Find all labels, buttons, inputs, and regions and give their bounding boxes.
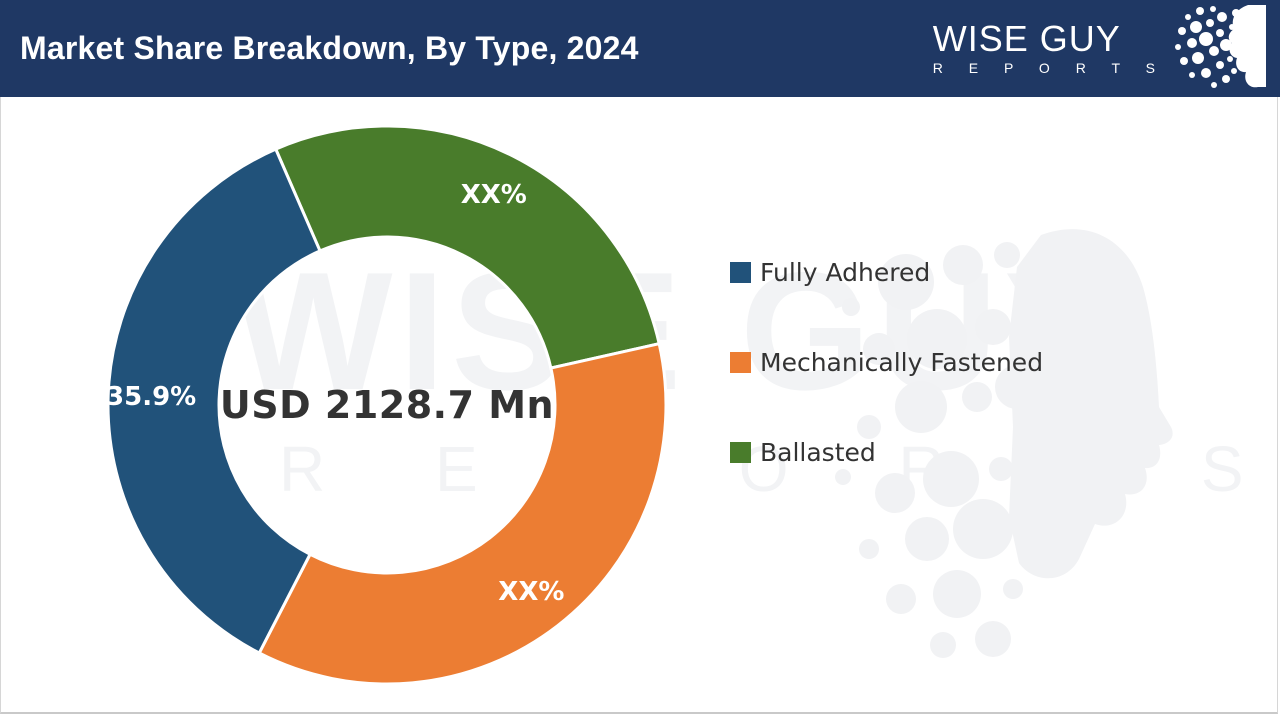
pie-slice-ballasted	[273, 124, 661, 370]
legend-label-ballasted: Ballasted	[760, 437, 876, 467]
legend-item-fully-adhered: Fully Adhered	[730, 257, 1043, 287]
logo-face-icon	[1175, 4, 1266, 88]
header-bar: Market Share Breakdown, By Type, 2024 WI…	[0, 0, 1280, 97]
logo-subtext: R E P O R T S	[932, 60, 1166, 76]
chart-area: WISE GUY R E P O R T S XX% XX% 35.9% USD 2…	[0, 97, 1278, 714]
slice-label-fully-adhered: 35.9%	[106, 382, 197, 413]
pie-slice-mechanically-fastened	[257, 341, 668, 686]
donut-chart	[106, 124, 668, 686]
chart-legend: Fully Adhered Mechanically Fastened Ballas…	[730, 260, 1043, 530]
logo-wordmark: WISE GUY	[932, 18, 1121, 59]
legend-item-mechanically-fastened: Mechanically Fastened	[730, 347, 1044, 377]
legend-label-fully-adhered: Fully Adhered	[760, 257, 931, 287]
logo-text: WISE GUY R E P O R T S	[932, 18, 1166, 77]
legend-swatch-mechanically-fastened	[730, 351, 751, 373]
page-title: Market Share Breakdown, By Type, 2024	[20, 30, 639, 66]
legend-swatch-ballasted	[730, 441, 751, 463]
legend-swatch-fully-adhered	[730, 261, 751, 283]
chart-center-value: USD 2128.7 Mn	[219, 383, 555, 427]
legend-item-ballasted: Ballasted	[730, 437, 1043, 467]
slice-label-ballasted: XX%	[460, 179, 527, 210]
logo: WISE GUY R E P O R T S	[933, 3, 1266, 95]
legend-label-mechanically-fastened: Mechanically Fastened	[760, 347, 1044, 377]
pie-slice-fully-adhered	[106, 147, 322, 656]
slice-label-mechanically-fastened: XX%	[498, 576, 565, 607]
